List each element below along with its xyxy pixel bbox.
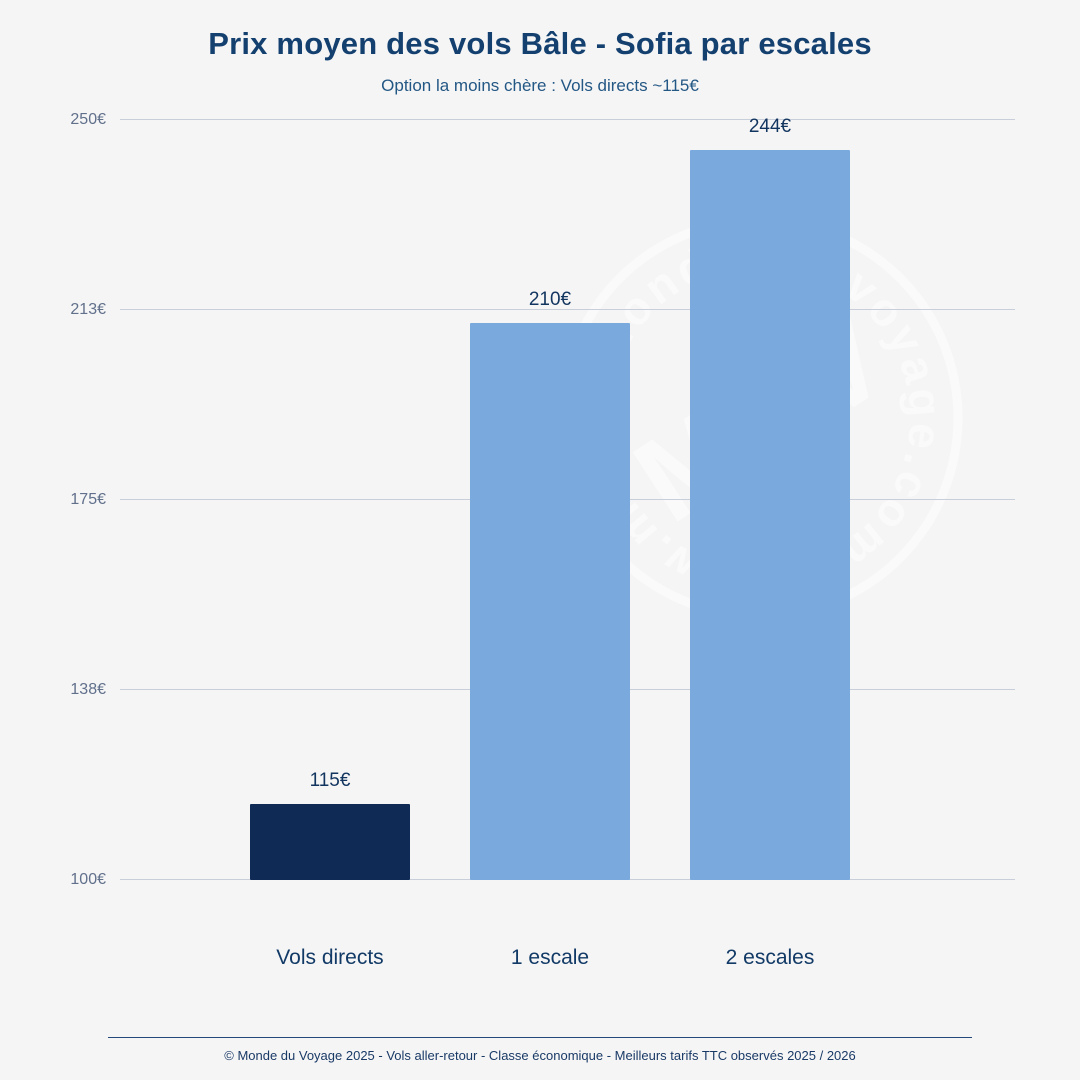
- gridline: [120, 309, 1015, 310]
- x-axis-category-label: 2 escales: [725, 946, 815, 969]
- gridline: [120, 119, 1015, 120]
- y-axis-tick-label: 250€: [70, 111, 106, 128]
- x-axis-category-label: Vols directs: [276, 946, 384, 969]
- y-axis-tick-label: 100€: [70, 871, 106, 888]
- y-axis-tick-label: 213€: [70, 301, 106, 318]
- bar-1-escale: [470, 322, 630, 880]
- footer-credit: © Monde du Voyage 2025 - Vols aller-reto…: [224, 1048, 856, 1063]
- chart-title: Prix moyen des vols Bâle - Sofia par esc…: [208, 26, 872, 61]
- plot-area: 100€ 138€ 175€ 213€ 250€ 115€ 210€ 244€: [70, 111, 1015, 888]
- bar-vols-directs: [250, 804, 410, 880]
- bar-value-label: 210€: [528, 288, 572, 310]
- x-axis-category-label: 1 escale: [510, 946, 590, 969]
- footer-divider: [108, 1037, 972, 1038]
- bar-value-label: 115€: [309, 770, 351, 791]
- chart-subtitle: Option la moins chère : Vols directs ~11…: [381, 76, 699, 95]
- bar-value-label: 244€: [748, 116, 792, 138]
- y-axis-tick-label: 138€: [70, 681, 106, 698]
- y-axis-tick-label: 175€: [70, 491, 106, 508]
- bar-2-escales: [690, 150, 850, 880]
